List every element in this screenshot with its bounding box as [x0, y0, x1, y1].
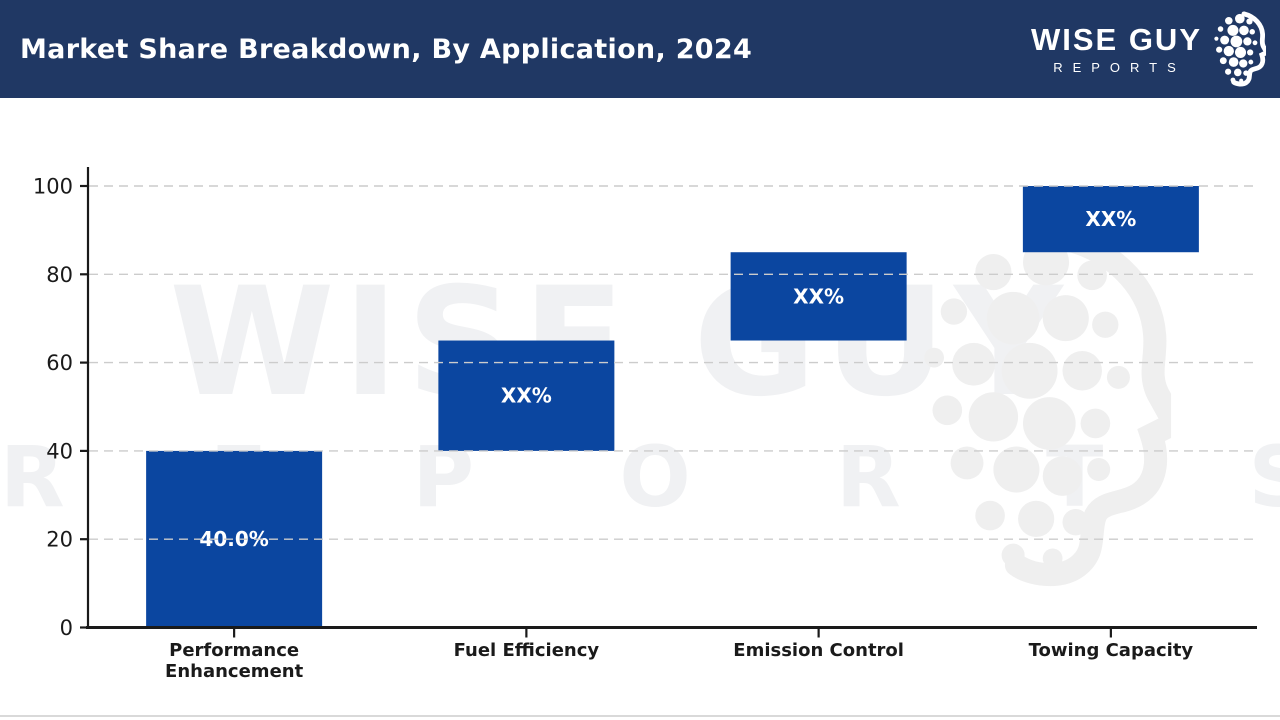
- logo-wordmark: WISE GUY REPORTS: [1031, 24, 1202, 75]
- y-tick-label: 0: [60, 616, 73, 640]
- x-tick-label: Enhancement: [165, 661, 304, 682]
- bar-value-label: XX%: [1085, 207, 1136, 231]
- y-tick-label: 80: [46, 263, 73, 287]
- logo-line1: WISE GUY: [1030, 21, 1202, 57]
- watermark-line1: WISE GUY: [169, 256, 1071, 430]
- y-tick-label: 20: [46, 528, 73, 552]
- header-bar: Market Share Breakdown, By Application, …: [0, 0, 1280, 98]
- bar-3: [1022, 186, 1199, 253]
- bar-1: [438, 340, 615, 451]
- chart-title: Market Share Breakdown, By Application, …: [20, 33, 753, 65]
- x-tick-label: Fuel Efficiency: [454, 640, 600, 661]
- bar-value-label: XX%: [501, 384, 552, 408]
- y-tick-label: 100: [33, 175, 73, 199]
- x-tick-label: Performance: [169, 640, 299, 661]
- bar-2: [730, 252, 907, 341]
- bar-value-label: XX%: [793, 284, 844, 308]
- y-tick-label: 40: [46, 439, 73, 463]
- x-tick-label: Towing Capacity: [1029, 640, 1194, 661]
- x-tick-label: Emission Control: [733, 640, 904, 661]
- y-tick-label: 60: [46, 351, 73, 375]
- wise-guy-logo: WISE GUY REPORTS: [1031, 10, 1266, 88]
- logo-line2: REPORTS: [1053, 59, 1186, 75]
- logo-head-icon: [1204, 10, 1266, 88]
- bottom-border: [0, 715, 1280, 717]
